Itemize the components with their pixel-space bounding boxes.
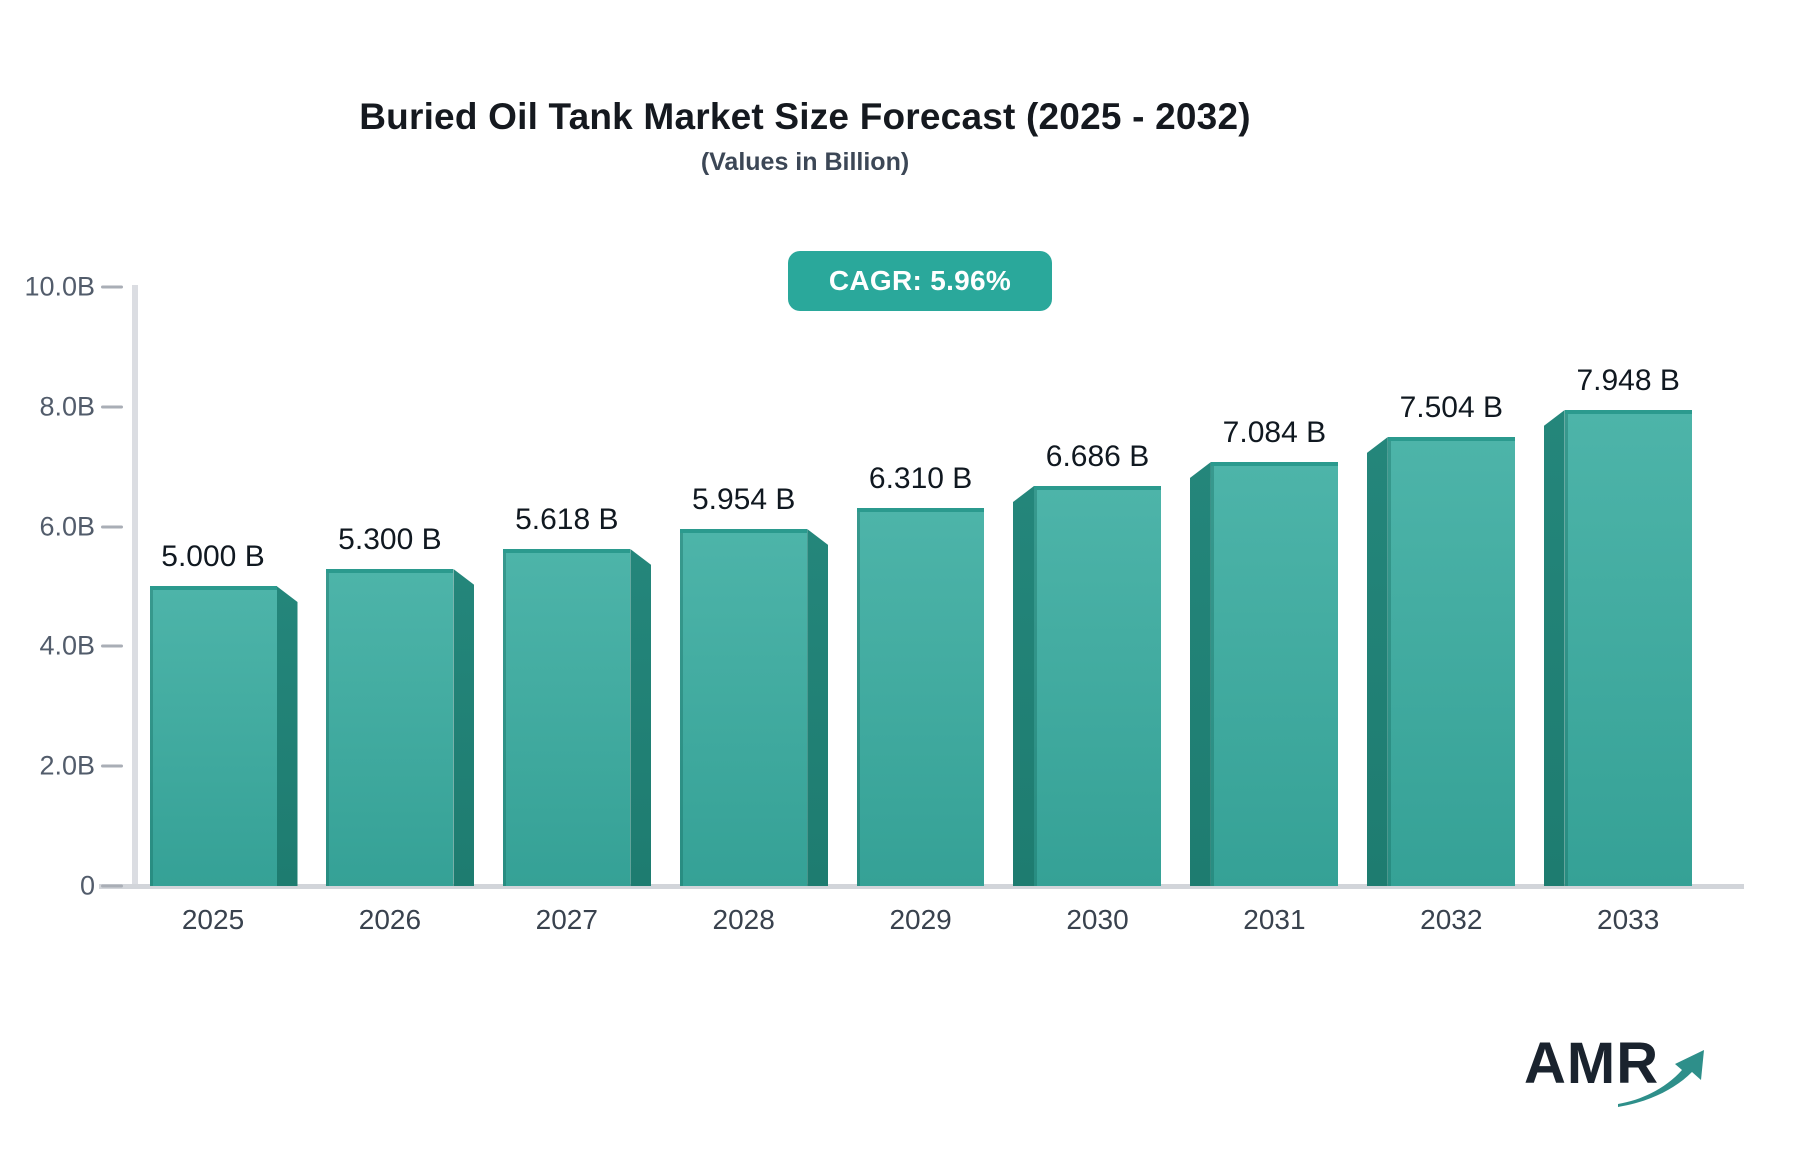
x-axis-line (99, 884, 1744, 889)
page-subtitle: (Values in Billion) (700, 148, 910, 176)
bar-face (857, 508, 985, 886)
bar-group (1543, 410, 1692, 886)
y-tick-dash (101, 525, 123, 529)
bar-group (857, 508, 985, 886)
bar-group (149, 586, 298, 886)
y-tick-label: 0 (79, 870, 95, 901)
y-tick-label: 4.0B (39, 630, 95, 661)
bar-value-label: 5.954 B (691, 483, 796, 516)
x-tick-label: 2026 (358, 904, 422, 935)
bar-face (503, 549, 631, 886)
bar-face (1387, 437, 1515, 886)
bar-group (503, 549, 652, 886)
bar-group (1013, 486, 1161, 886)
y-tick-dash (101, 405, 123, 409)
x-tick-label: 2025 (181, 904, 245, 935)
x-tick-label: 2030 (1066, 904, 1129, 935)
bar-value-label: 5.000 B (161, 540, 265, 573)
y-tick-dash (101, 644, 123, 648)
bar-face (1210, 462, 1338, 886)
cagr-badge: CAGR: 5.96% (788, 251, 1052, 311)
bar-group (680, 529, 829, 886)
y-tick-label: 6.0B (39, 511, 95, 542)
y-axis-line (132, 285, 138, 889)
bar-face (149, 586, 277, 886)
y-tick-dash (101, 884, 123, 888)
y-tick-label: 8.0B (39, 391, 95, 422)
bar-value-label: 7.948 B (1576, 364, 1680, 397)
bar-group (326, 569, 475, 886)
x-tick-label: 2027 (535, 904, 598, 935)
amr-logo-text: AMR (1524, 1031, 1660, 1096)
y-tick-dash (101, 285, 123, 289)
bar-group (1366, 437, 1515, 886)
bar-value-label: 5.618 B (515, 503, 619, 536)
bar-value-label: 6.310 B (868, 462, 973, 495)
bar-face (1034, 486, 1161, 886)
page-title: Buried Oil Tank Market Size Forecast (20… (359, 96, 1251, 137)
bar-value-label: 5.300 B (338, 523, 442, 556)
growth-arrow-icon (1618, 1050, 1704, 1107)
bar-side-left-panel (1189, 462, 1211, 886)
bar-face (680, 529, 808, 886)
y-tick-label: 2.0B (39, 750, 95, 781)
amr-logo: AMR (1524, 1030, 1714, 1120)
bar-side-right-panel (276, 586, 298, 886)
x-tick-label: 2033 (1597, 904, 1660, 935)
bar-face (1564, 410, 1692, 886)
bar-value-label: 7.504 B (1399, 391, 1504, 424)
bar-side-right-panel (807, 529, 829, 886)
x-tick-label: 2032 (1420, 904, 1483, 935)
x-tick-label: 2029 (889, 904, 952, 935)
bar-group (1189, 462, 1338, 886)
y-tick-label: 10.0B (24, 271, 95, 302)
bar-side-right-panel (453, 569, 475, 886)
bar-value-label: 6.686 B (1045, 440, 1150, 473)
x-tick-label: 2031 (1243, 904, 1306, 935)
bar-value-label: 7.084 B (1222, 416, 1327, 449)
bar-side-left-panel (1366, 437, 1388, 886)
x-tick-label: 2028 (712, 904, 775, 935)
y-tick-dash (101, 764, 123, 768)
bar-side-left-panel (1543, 410, 1565, 886)
bar-face (326, 569, 454, 886)
bar-side-left-panel (1013, 486, 1034, 886)
bar-side-right-panel (630, 549, 652, 886)
